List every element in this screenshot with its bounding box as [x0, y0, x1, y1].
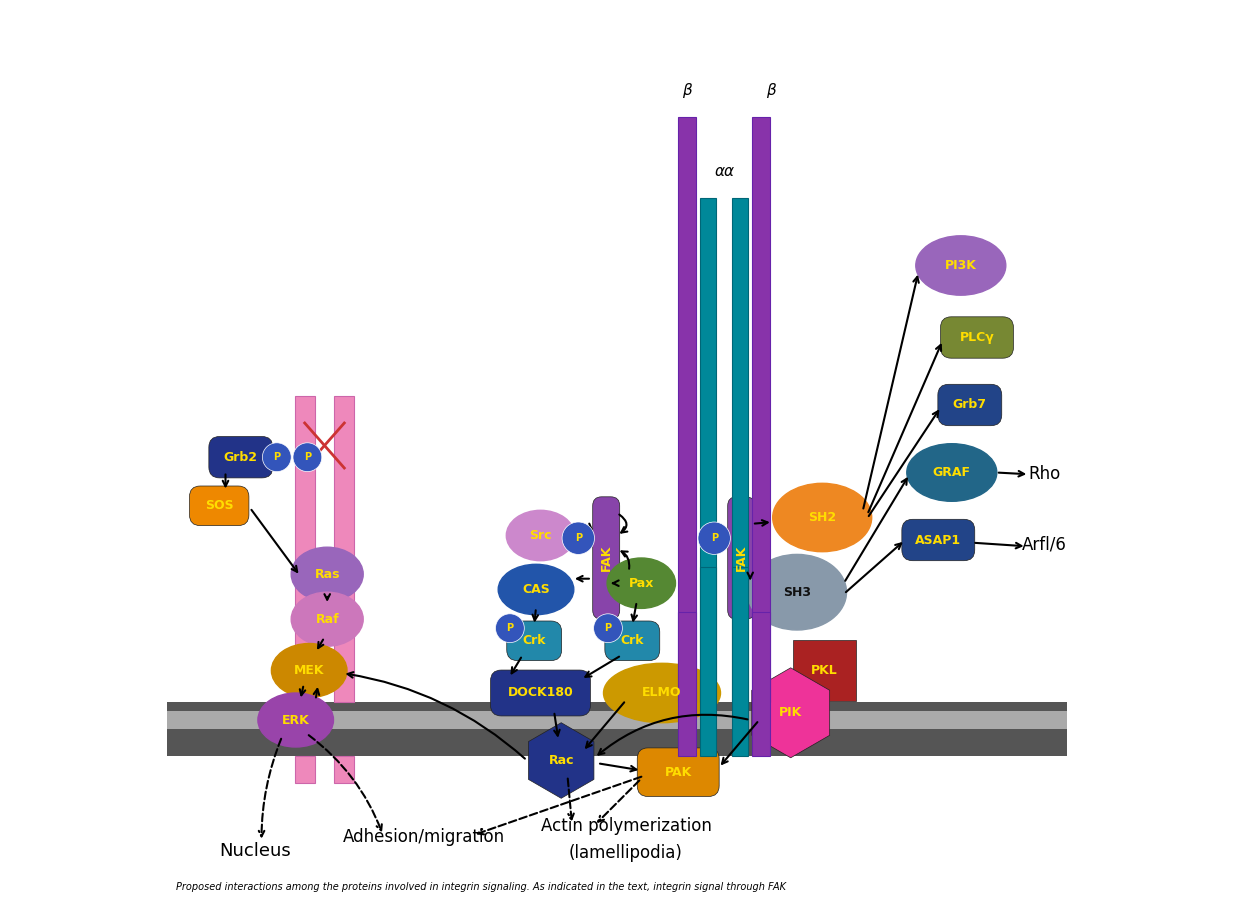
Text: $\alpha$: $\alpha$ — [723, 164, 734, 178]
Text: Proposed interactions among the proteins involved in integrin signaling. As indi: Proposed interactions among the proteins… — [176, 882, 786, 892]
Bar — [732, 567, 748, 756]
Text: Rho: Rho — [1028, 465, 1061, 483]
Text: (lamellipodia): (lamellipodia) — [569, 844, 682, 862]
Text: P: P — [605, 623, 612, 634]
Circle shape — [496, 614, 524, 643]
Bar — [700, 198, 716, 702]
Circle shape — [698, 522, 731, 554]
Ellipse shape — [916, 236, 1006, 295]
Bar — [295, 756, 315, 783]
Ellipse shape — [499, 564, 574, 615]
Bar — [752, 117, 770, 702]
Text: ELMO: ELMO — [642, 687, 681, 699]
Text: PAK: PAK — [665, 766, 692, 778]
Text: Actin polymerization: Actin polymerization — [540, 817, 712, 835]
Text: Src: Src — [529, 529, 552, 542]
FancyBboxPatch shape — [507, 621, 561, 661]
Text: Raf: Raf — [316, 613, 339, 626]
Text: P: P — [506, 623, 513, 634]
Bar — [334, 756, 354, 783]
Text: P: P — [273, 452, 280, 463]
Circle shape — [563, 522, 595, 554]
Text: PKL: PKL — [811, 664, 838, 677]
Text: PI3K: PI3K — [945, 259, 977, 272]
Bar — [334, 396, 354, 702]
FancyBboxPatch shape — [940, 317, 1013, 358]
Text: $\beta$: $\beta$ — [681, 80, 692, 100]
Bar — [752, 612, 770, 756]
FancyBboxPatch shape — [938, 384, 1002, 426]
Text: PLCγ: PLCγ — [960, 331, 995, 344]
FancyBboxPatch shape — [209, 436, 273, 478]
Ellipse shape — [748, 554, 847, 630]
Ellipse shape — [291, 592, 363, 646]
Ellipse shape — [907, 444, 997, 501]
Circle shape — [292, 443, 322, 472]
Text: FAK: FAK — [600, 544, 613, 572]
Text: SH3: SH3 — [784, 586, 811, 598]
Bar — [679, 117, 696, 702]
FancyBboxPatch shape — [491, 670, 590, 716]
Text: P: P — [711, 533, 718, 544]
Text: Pax: Pax — [628, 577, 654, 590]
Text: P: P — [304, 452, 311, 463]
Ellipse shape — [271, 644, 347, 698]
Text: Grb7: Grb7 — [953, 399, 987, 411]
Text: Adhesion/migration: Adhesion/migration — [343, 828, 505, 846]
Text: $\beta$: $\beta$ — [766, 80, 777, 100]
Ellipse shape — [772, 483, 871, 552]
Ellipse shape — [291, 547, 363, 601]
Text: Ras: Ras — [315, 568, 339, 580]
FancyBboxPatch shape — [902, 519, 975, 561]
Text: FAK: FAK — [734, 544, 748, 572]
Text: P: P — [575, 533, 582, 544]
Ellipse shape — [607, 558, 675, 608]
Text: SOS: SOS — [205, 500, 233, 512]
Text: Crk: Crk — [522, 634, 545, 647]
FancyBboxPatch shape — [637, 748, 719, 796]
Bar — [700, 567, 716, 756]
Text: Nucleus: Nucleus — [220, 842, 291, 859]
Ellipse shape — [603, 663, 721, 723]
Text: SH2: SH2 — [808, 511, 837, 524]
Ellipse shape — [258, 693, 333, 747]
Circle shape — [263, 443, 291, 472]
Text: PIK: PIK — [779, 706, 802, 719]
Bar — [167, 702, 1067, 756]
Text: GRAF: GRAF — [933, 466, 971, 479]
Text: ASAP1: ASAP1 — [916, 534, 961, 546]
FancyBboxPatch shape — [605, 621, 660, 661]
Text: MEK: MEK — [294, 664, 325, 677]
Text: ERK: ERK — [281, 714, 310, 726]
Text: Arfl/6: Arfl/6 — [1022, 536, 1067, 554]
Bar — [732, 198, 748, 702]
Bar — [679, 612, 696, 756]
Bar — [167, 711, 1067, 729]
Text: $\alpha$: $\alpha$ — [713, 164, 726, 178]
Text: Rac: Rac — [548, 754, 574, 767]
Bar — [792, 640, 855, 701]
Text: Grb2: Grb2 — [223, 451, 258, 464]
Text: Crk: Crk — [621, 634, 644, 647]
Polygon shape — [752, 668, 829, 758]
FancyBboxPatch shape — [592, 497, 619, 619]
FancyBboxPatch shape — [728, 497, 755, 619]
FancyBboxPatch shape — [190, 486, 249, 526]
Polygon shape — [528, 723, 594, 798]
Bar — [295, 396, 315, 702]
Circle shape — [594, 614, 622, 643]
Text: DOCK180: DOCK180 — [507, 687, 574, 699]
Ellipse shape — [506, 510, 575, 561]
Text: CAS: CAS — [522, 583, 550, 596]
